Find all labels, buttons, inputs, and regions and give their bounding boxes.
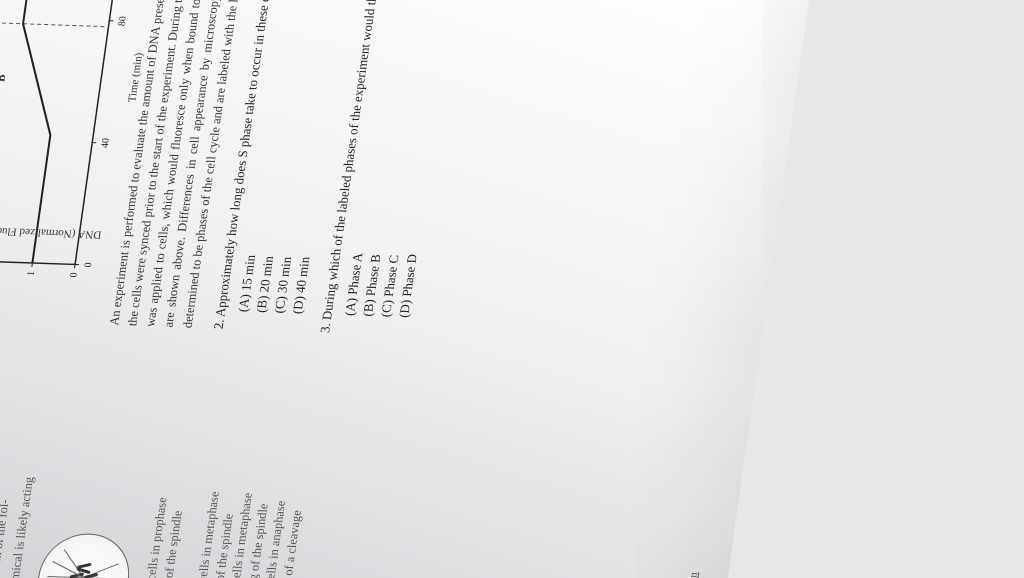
svg-text:1: 1: [26, 271, 38, 276]
svg-text:B: B: [0, 74, 8, 82]
svg-text:40: 40: [100, 138, 112, 148]
svg-text:0: 0: [68, 272, 80, 277]
cell-diagram: [32, 532, 135, 578]
footer-link: princetonreview.com: [675, 572, 700, 578]
drill-options: arrested the cells in prophase disassemb…: [134, 367, 326, 578]
svg-text:80: 80: [117, 16, 129, 26]
drill-stem: the chemicals designed to various stages…: [0, 360, 54, 578]
svg-text:0: 0: [83, 262, 95, 267]
